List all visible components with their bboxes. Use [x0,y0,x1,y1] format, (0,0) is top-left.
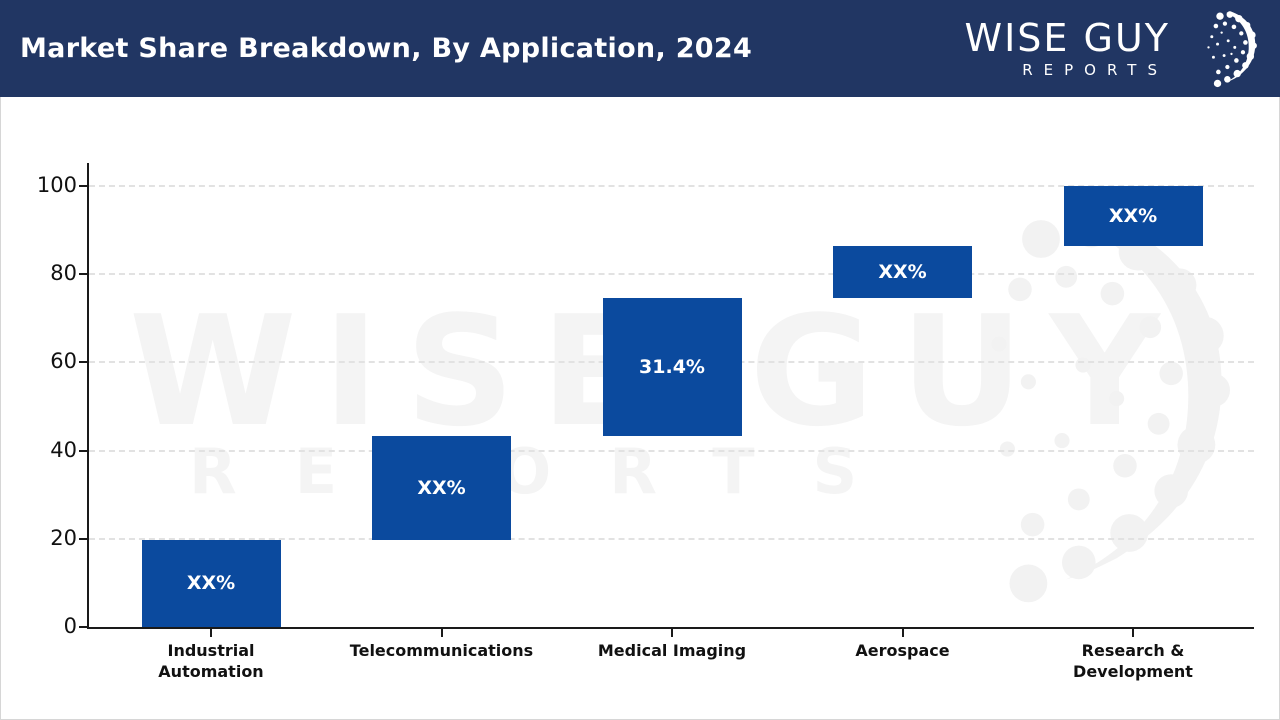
category-label-1: Telecommunications [349,641,534,660]
y-axis-tick-label: 80 [50,261,77,286]
chart-canvas: WISE GUY REPORTS 0 20 40 60 80 100 XX% XX% 31.4%… [0,97,1280,720]
category-label-4: Research & Development [1073,641,1193,681]
bar-value-label: XX% [417,477,466,500]
y-axis-tick-label: 60 [50,349,77,374]
category-label-2: Medical Imaging [597,641,747,660]
bar-medical-imaging: 31.4% [602,298,742,437]
y-axis-tick-0 [79,626,87,628]
x-axis-tick-3 [901,629,904,637]
bar-aerospace: XX% [833,245,972,298]
y-axis-tick-60 [79,361,87,364]
y-axis-tick-100 [79,185,87,187]
logo-face-icon [1207,11,1257,88]
y-axis-tick-label: 100 [36,173,77,197]
y-axis-tick-label: 0 [63,614,77,638]
x-axis-tick-0 [210,629,212,637]
y-axis-tick-label: 20 [50,525,77,550]
bar-value-label: XX% [1108,204,1158,227]
gridline-80 [89,273,1254,276]
y-axis-line [87,163,89,629]
gridline-20 [89,537,1254,540]
watermark-head-icon [991,213,1230,603]
x-axis-tick-1 [440,629,443,637]
logo-text: WISE GUY REPORTS [964,16,1170,79]
x-axis-tick-2 [671,629,673,637]
y-axis-tick-80 [79,273,87,276]
bar-telecommunications: XX% [372,436,511,540]
bar-value-label: XX% [186,572,236,595]
bar-research-development: XX% [1063,186,1203,246]
y-axis-tick-20 [79,537,87,540]
logo-wordmark: WISE GUY [964,16,1170,61]
bar-value-label: XX% [878,260,927,283]
watermark-subtitle: REPORTS [189,435,916,508]
page-title: Market Share Breakdown, By Application, … [20,33,753,64]
x-axis-tick-4 [1132,629,1134,637]
bar-value-label: 31.4% [639,356,705,379]
bar-industrial-automation: XX% [141,539,281,627]
y-axis-tick-label: 40 [50,437,77,462]
x-axis-line [87,627,1254,629]
category-label-0: Industrial Automation [158,641,264,681]
wise-guy-logo: WISE GUY REPORTS [965,8,1266,90]
gridline-100 [89,185,1254,187]
y-axis-tick-40 [79,449,87,452]
logo-subtitle: REPORTS [1022,60,1168,79]
gridline-40 [89,449,1254,452]
category-label-3: Aerospace [855,641,950,660]
header-bar: Market Share Breakdown, By Application, … [0,0,1280,97]
